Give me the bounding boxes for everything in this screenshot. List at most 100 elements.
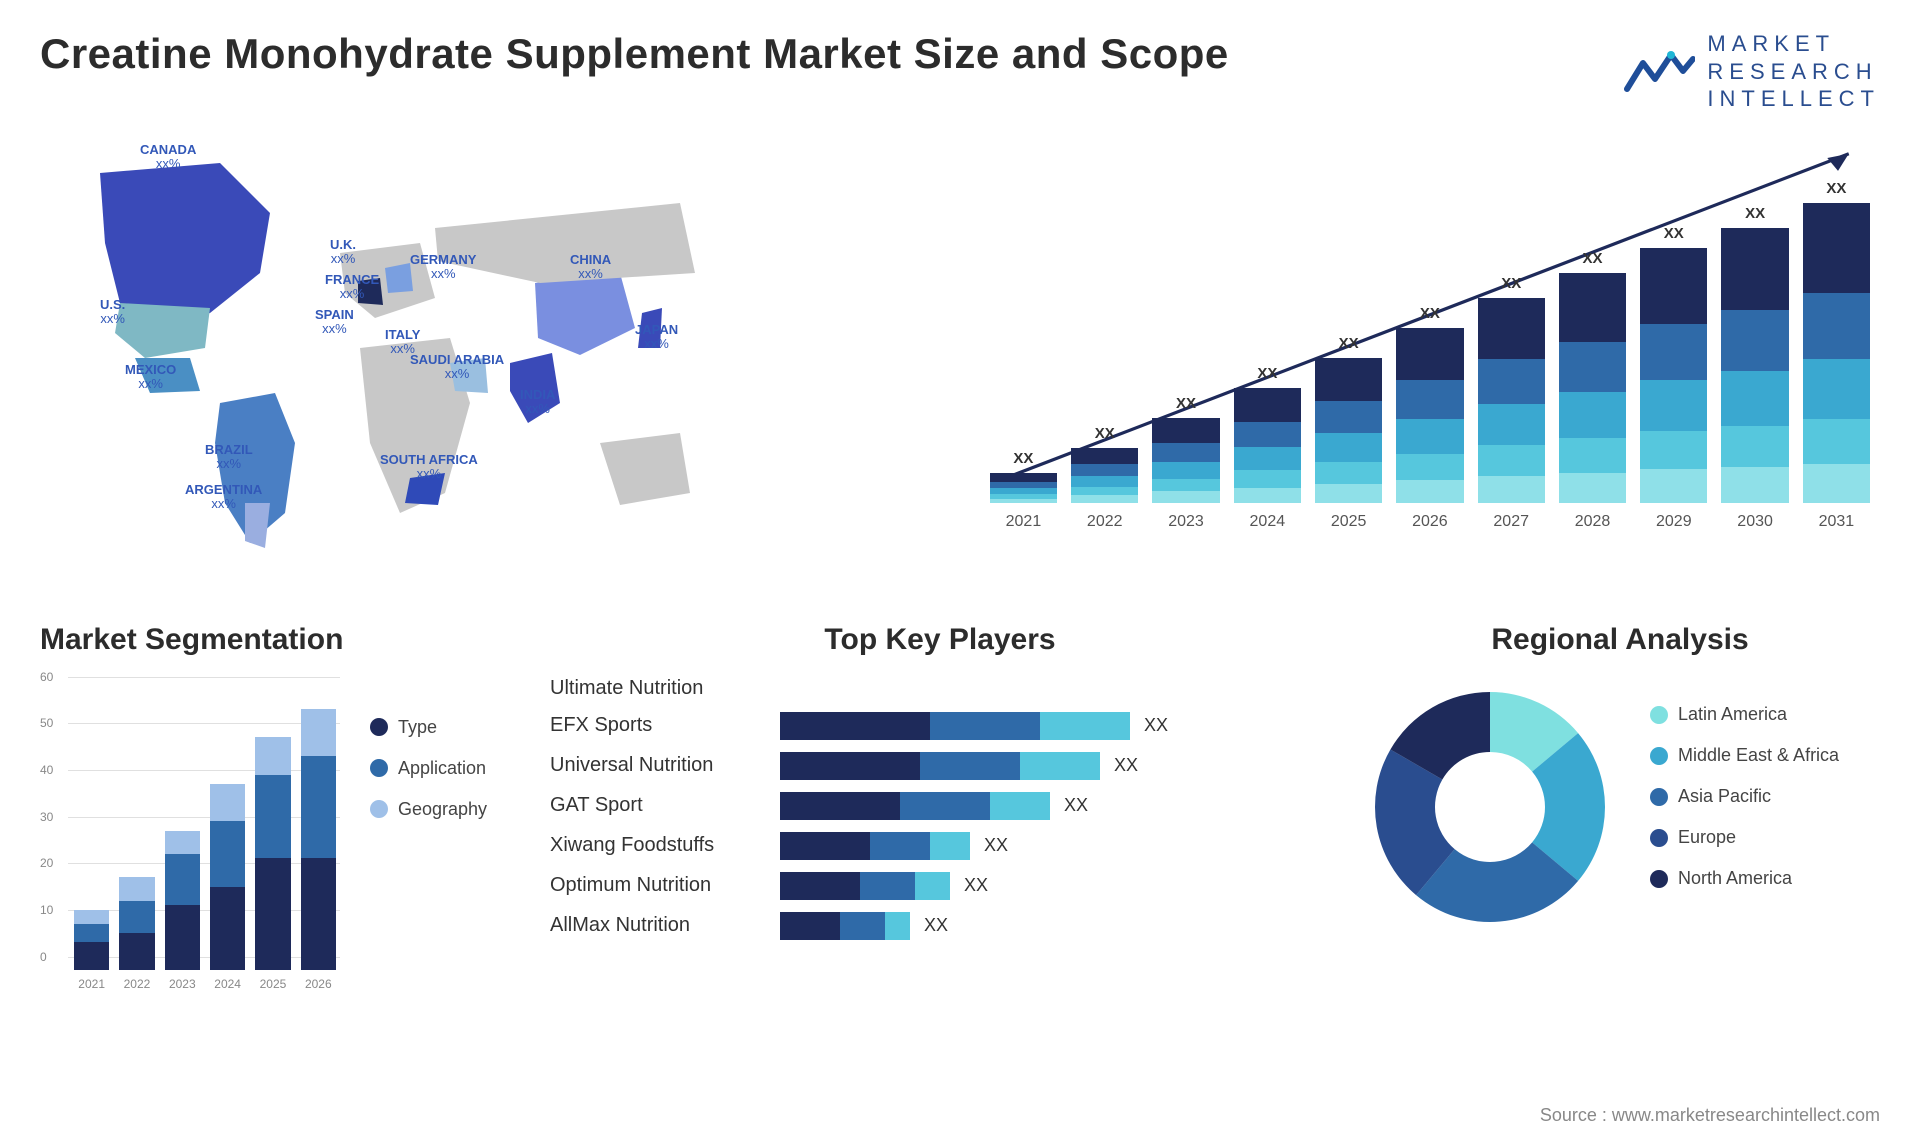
players-title: Top Key Players <box>550 623 1330 657</box>
regional-legend-item: Latin America <box>1650 704 1880 725</box>
player-value: XX <box>1144 715 1168 736</box>
forecast-col-2024: XX2024 <box>1234 365 1301 503</box>
player-row: Ultimate Nutrition <box>550 677 1330 700</box>
map-label-canada: CANADAxx% <box>140 143 196 173</box>
seg-col-2026: 2026 <box>301 709 336 970</box>
seg-x-label: 2021 <box>78 977 105 991</box>
player-name: AllMax Nutrition <box>550 914 780 937</box>
seg-y-tick: 40 <box>40 763 53 777</box>
forecast-chart-panel: XX2021XX2022XX2023XX2024XX2025XX2026XX20… <box>980 133 1880 563</box>
seg-col-2022: 2022 <box>119 877 154 970</box>
seg-x-label: 2023 <box>169 977 196 991</box>
brand-logo: MARKET RESEARCH INTELLECT <box>1623 30 1880 113</box>
map-label-mexico: MEXICOxx% <box>125 363 176 393</box>
regional-legend-item: Asia Pacific <box>1650 786 1880 807</box>
player-row: Xiwang Foodstuffs XX <box>550 832 1330 860</box>
logo-icon <box>1623 45 1695 97</box>
player-value: XX <box>984 835 1008 856</box>
seg-col-2024: 2024 <box>210 784 245 971</box>
forecast-year-label: 2021 <box>1006 513 1042 531</box>
forecast-value-label: XX <box>1745 205 1765 222</box>
forecast-value-label: XX <box>1257 365 1277 382</box>
seg-y-tick: 50 <box>40 716 53 730</box>
forecast-col-2029: XX2029 <box>1640 225 1707 503</box>
seg-x-label: 2024 <box>214 977 241 991</box>
forecast-year-label: 2029 <box>1656 513 1692 531</box>
forecast-col-2026: XX2026 <box>1396 305 1463 503</box>
map-label-japan: JAPANxx% <box>635 323 678 353</box>
logo-line-2: RESEARCH <box>1707 58 1880 86</box>
forecast-value-label: XX <box>1339 335 1359 352</box>
player-bar <box>780 912 910 940</box>
player-bar <box>780 752 1100 780</box>
map-region-usa <box>115 303 210 358</box>
player-bar <box>780 712 1130 740</box>
segmentation-title: Market Segmentation <box>40 623 520 657</box>
players-panel: Top Key Players Ultimate Nutrition EFX Sp… <box>550 623 1330 1043</box>
segmentation-chart: 0102030405060202120222023202420252026 <box>40 677 340 997</box>
seg-legend-item: Type <box>370 717 520 738</box>
forecast-value-label: XX <box>1013 450 1033 467</box>
logo-line-3: INTELLECT <box>1707 85 1880 113</box>
world-map-panel: CANADAxx% U.S.xx% MEXICOxx% BRAZILxx% ARGENT… <box>40 133 940 563</box>
player-name: Ultimate Nutrition <box>550 677 780 700</box>
map-label-south-africa: SOUTH AFRICAxx% <box>380 453 478 483</box>
regional-donut <box>1360 677 1620 937</box>
seg-col-2021: 2021 <box>74 910 109 971</box>
forecast-year-label: 2022 <box>1087 513 1123 531</box>
player-row: Universal NutritionXX <box>550 752 1330 780</box>
forecast-year-label: 2030 <box>1737 513 1773 531</box>
map-label-brazil: BRAZILxx% <box>205 443 253 473</box>
forecast-value-label: XX <box>1095 425 1115 442</box>
forecast-col-2028: XX2028 <box>1559 250 1626 503</box>
player-name: GAT Sport <box>550 794 780 817</box>
map-label-argentina: ARGENTINAxx% <box>185 483 262 513</box>
map-label-saudi-arabia: SAUDI ARABIAxx% <box>410 353 504 383</box>
map-region-china <box>535 273 635 355</box>
player-value: XX <box>1114 755 1138 776</box>
map-label-spain: SPAINxx% <box>315 308 354 338</box>
player-row: Optimum NutritionXX <box>550 872 1330 900</box>
player-row: AllMax NutritionXX <box>550 912 1330 940</box>
regional-legend: Latin America Middle East & Africa Asia Pa… <box>1650 704 1880 909</box>
forecast-year-label: 2026 <box>1412 513 1448 531</box>
player-value: XX <box>964 875 988 896</box>
seg-y-tick: 0 <box>40 950 47 964</box>
map-label-u-s-: U.S.xx% <box>100 298 125 328</box>
forecast-year-label: 2027 <box>1493 513 1529 531</box>
map-label-india: INDIAxx% <box>520 388 555 418</box>
forecast-value-label: XX <box>1420 305 1440 322</box>
forecast-col-2021: XX2021 <box>990 450 1057 503</box>
regional-legend-item: Middle East & Africa <box>1650 745 1880 766</box>
player-name: Xiwang Foodstuffs <box>550 834 780 857</box>
seg-col-2025: 2025 <box>255 737 290 970</box>
forecast-value-label: XX <box>1501 275 1521 292</box>
forecast-col-2023: XX2023 <box>1152 395 1219 503</box>
regional-panel: Regional Analysis Latin AmericaMiddle Ea… <box>1360 623 1880 1043</box>
map-label-france: FRANCExx% <box>325 273 379 303</box>
seg-x-label: 2026 <box>305 977 332 991</box>
source-citation: Source : www.marketresearchintellect.com <box>1540 1105 1880 1126</box>
seg-y-tick: 30 <box>40 810 53 824</box>
forecast-col-2027: XX2027 <box>1478 275 1545 503</box>
player-bar <box>780 832 970 860</box>
player-bar <box>780 792 1050 820</box>
map-label-china: CHINAxx% <box>570 253 611 283</box>
player-bar <box>780 872 950 900</box>
forecast-value-label: XX <box>1583 250 1603 267</box>
forecast-value-label: XX <box>1176 395 1196 412</box>
seg-y-tick: 10 <box>40 903 53 917</box>
map-region-germany <box>385 263 413 293</box>
forecast-year-label: 2025 <box>1331 513 1367 531</box>
seg-legend-item: Geography <box>370 799 520 820</box>
players-list: Ultimate Nutrition EFX SportsXX Universal … <box>550 677 1330 940</box>
seg-legend-item: Application <box>370 758 520 779</box>
forecast-col-2022: XX2022 <box>1071 425 1138 503</box>
map-label-germany: GERMANYxx% <box>410 253 476 283</box>
logo-line-1: MARKET <box>1707 30 1880 58</box>
forecast-year-label: 2024 <box>1250 513 1286 531</box>
segmentation-legend: Type Application Geography <box>370 677 520 840</box>
forecast-col-2030: XX2030 <box>1721 205 1788 503</box>
forecast-col-2025: XX2025 <box>1315 335 1382 503</box>
player-row: EFX SportsXX <box>550 712 1330 740</box>
